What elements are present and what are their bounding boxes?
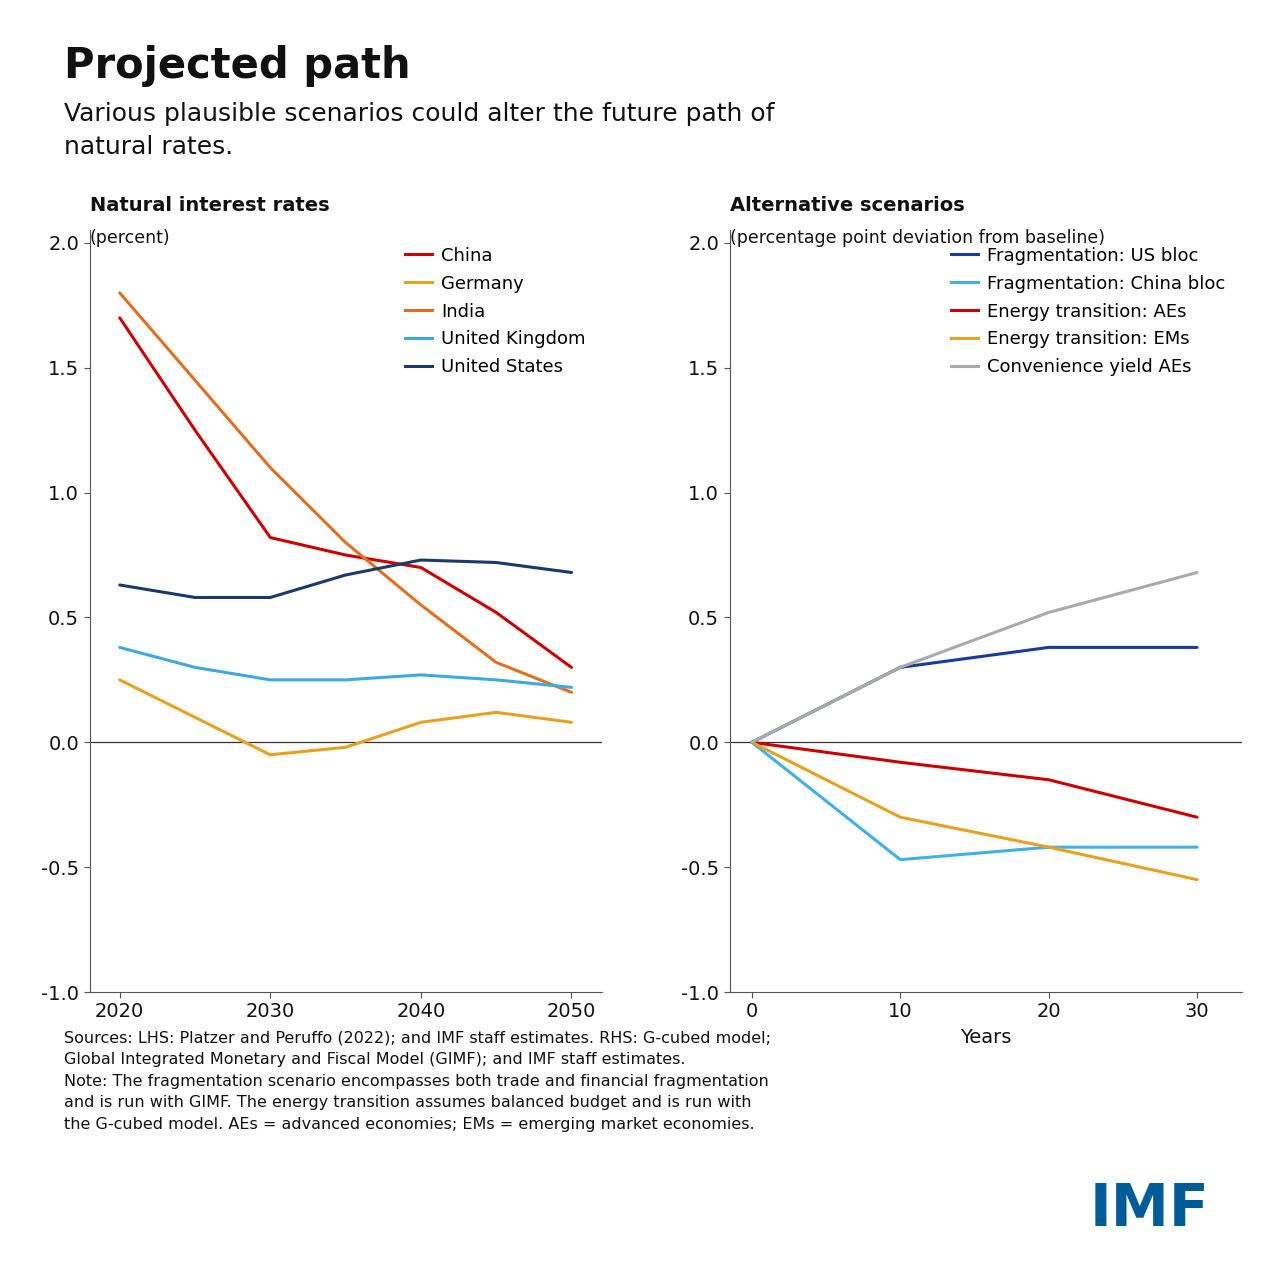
Text: Natural interest rates: Natural interest rates	[90, 196, 329, 215]
Text: Alternative scenarios: Alternative scenarios	[730, 196, 964, 215]
X-axis label: Years: Years	[960, 1028, 1011, 1047]
Text: (percent): (percent)	[90, 229, 170, 247]
Text: Projected path: Projected path	[64, 45, 411, 87]
Text: Sources: LHS: Platzer and Peruffo (2022); and IMF staff estimates. RHS: G-cubed : Sources: LHS: Platzer and Peruffo (2022)…	[64, 1030, 771, 1132]
Text: Various plausible scenarios could alter the future path of
natural rates.: Various plausible scenarios could alter …	[64, 102, 774, 159]
Legend: China, Germany, India, United Kingdom, United States: China, Germany, India, United Kingdom, U…	[398, 239, 593, 384]
Legend: Fragmentation: US bloc, Fragmentation: China bloc, Energy transition: AEs, Energ: Fragmentation: US bloc, Fragmentation: C…	[943, 239, 1233, 384]
Text: (percentage point deviation from baseline): (percentage point deviation from baselin…	[730, 229, 1105, 247]
Text: IMF: IMF	[1089, 1181, 1210, 1238]
